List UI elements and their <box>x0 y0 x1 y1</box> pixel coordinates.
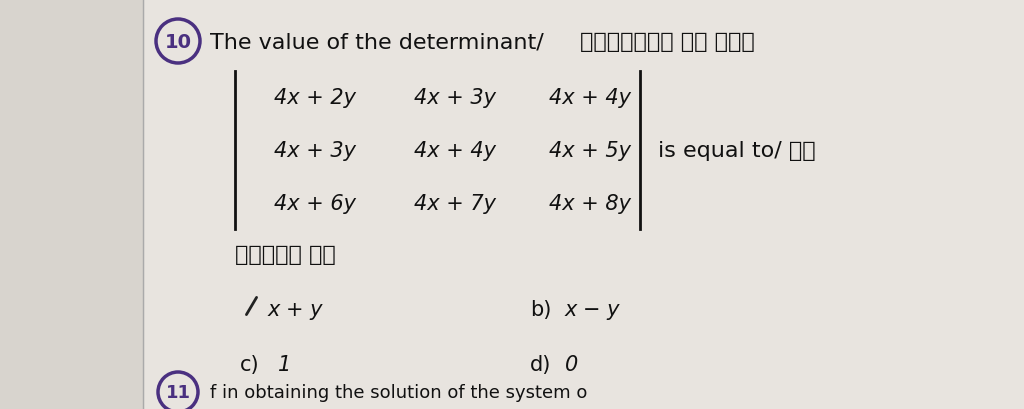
Text: 4x + 7y: 4x + 7y <box>414 193 496 213</box>
Text: 4x + 8y: 4x + 8y <box>549 193 631 213</box>
Text: x + y: x + y <box>268 299 324 319</box>
Text: सारणिका का मान: सारणिका का मान <box>580 32 755 52</box>
Text: 4x + 3y: 4x + 3y <box>274 141 356 161</box>
Text: is equal to/ के: is equal to/ के <box>658 141 816 161</box>
Text: c): c) <box>240 354 260 374</box>
Text: 1: 1 <box>278 354 291 374</box>
Text: x − y: x − y <box>565 299 621 319</box>
Text: f in obtaining the solution of the system o: f in obtaining the solution of the syste… <box>210 383 588 401</box>
Text: The value of the determinant/: The value of the determinant/ <box>210 32 551 52</box>
Text: d): d) <box>530 354 551 374</box>
Text: 0: 0 <box>565 354 579 374</box>
Text: 4x + 5y: 4x + 5y <box>549 141 631 161</box>
Text: 4x + 4y: 4x + 4y <box>549 88 631 108</box>
Text: b): b) <box>530 299 551 319</box>
Text: 4x + 6y: 4x + 6y <box>274 193 356 213</box>
Text: 4x + 4y: 4x + 4y <box>414 141 496 161</box>
Text: 11: 11 <box>166 383 190 401</box>
Text: 10: 10 <box>165 32 191 52</box>
Text: बराबर है: बराबर है <box>234 245 336 264</box>
Text: 4x + 2y: 4x + 2y <box>274 88 356 108</box>
Text: 4x + 3y: 4x + 3y <box>414 88 496 108</box>
Bar <box>0 0 143 409</box>
